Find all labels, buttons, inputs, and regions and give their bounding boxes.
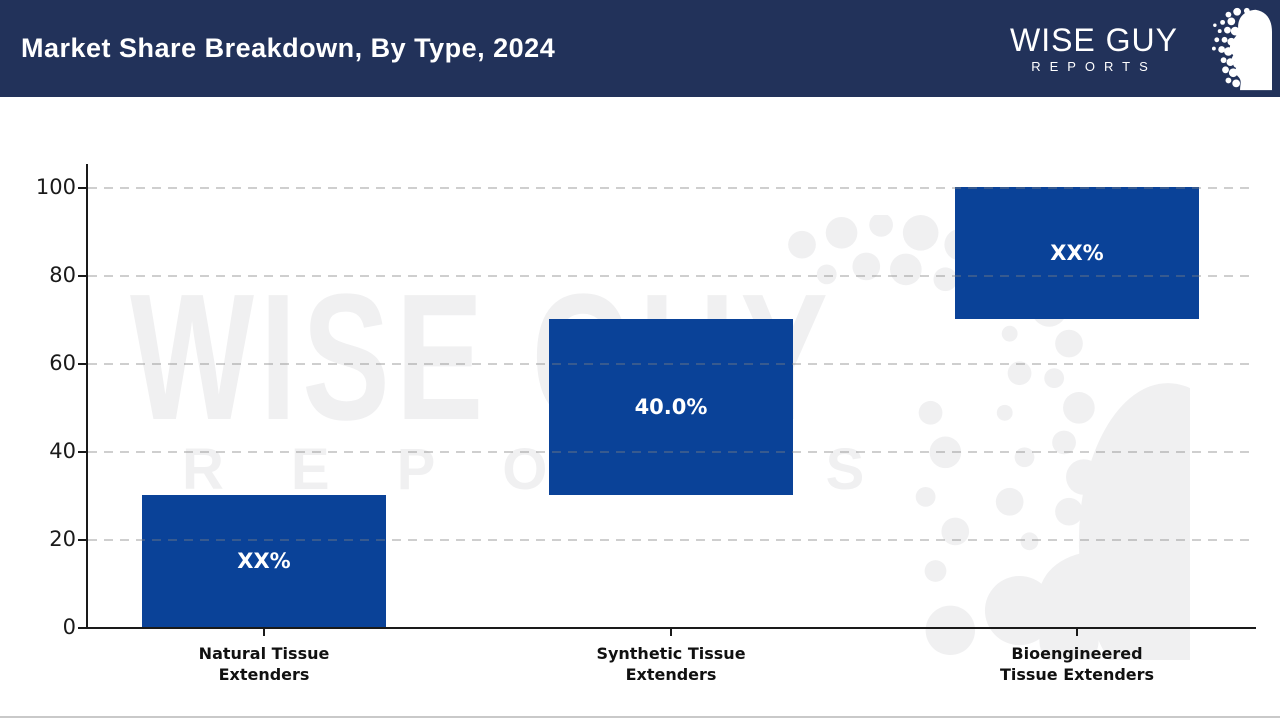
x-category-label: Synthetic Tissue Extenders: [596, 644, 746, 684]
y-tick-label: 40: [49, 439, 76, 463]
x-category-label: Bioengineered Tissue Extenders: [999, 644, 1155, 684]
y-axis: [86, 164, 88, 629]
gridline: [88, 539, 1256, 541]
bar: XX%: [142, 495, 386, 627]
y-tick-label: 20: [49, 527, 76, 551]
x-axis: [86, 627, 1256, 629]
logo-reports-text: REPORTS: [1031, 58, 1157, 74]
bar: XX%: [955, 187, 1199, 319]
x-tick-mark: [263, 629, 265, 636]
gridline: [88, 275, 1256, 277]
gridline: [88, 187, 1256, 189]
x-category-label: Natural Tissue Extenders: [198, 644, 330, 684]
header-band: Market Share Breakdown, By Type, 2024 WI…: [0, 0, 1280, 97]
watermark-face-icon: [788, 215, 1190, 660]
y-tick-mark: [78, 187, 86, 189]
x-tick-mark: [670, 629, 672, 636]
bar-value-label: 40.0%: [634, 395, 708, 419]
chart-area: 0 20 40 60 80 100 XX% Natural Tissue Extenders 4…: [0, 97, 1280, 720]
y-tick-label: 100: [35, 175, 76, 199]
y-tick-mark: [78, 451, 86, 453]
x-tick-mark: [1076, 629, 1078, 636]
y-tick-mark: [78, 275, 86, 277]
bar-value-label: XX%: [237, 549, 291, 573]
y-tick-label: 80: [49, 263, 76, 287]
wiseguy-logo: WISE GUY REPORTS: [1010, 7, 1272, 91]
page-title: Market Share Breakdown, By Type, 2024: [21, 33, 556, 63]
y-tick-mark: [78, 363, 86, 365]
y-tick-mark: [78, 627, 86, 629]
bar: 40.0%: [549, 319, 793, 495]
bar-value-label: XX%: [1050, 241, 1104, 265]
bottom-border: [0, 716, 1280, 718]
logo-wiseguy-text: WISE GUY: [1009, 21, 1178, 58]
gridline: [88, 363, 1256, 365]
y-tick-label: 60: [49, 351, 76, 375]
y-tick-mark: [78, 539, 86, 541]
logo-wordmark: WISE GUY REPORTS: [1010, 23, 1178, 76]
gridline: [88, 451, 1256, 453]
y-tick-label: 0: [62, 615, 76, 639]
face-logo-icon: [1211, 7, 1272, 91]
